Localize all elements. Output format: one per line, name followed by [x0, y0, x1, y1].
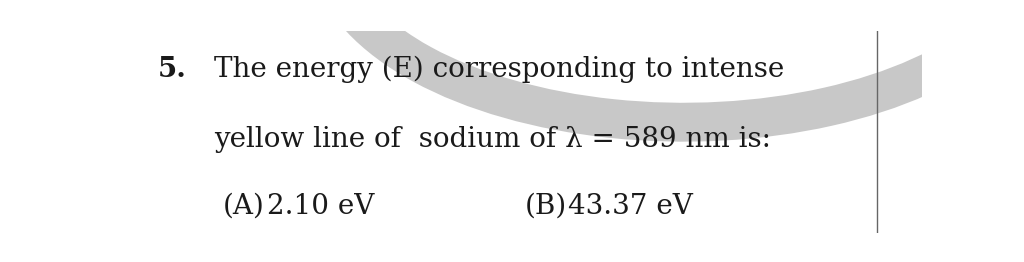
- Text: 5.: 5.: [158, 56, 187, 83]
- Text: The energy (E) corresponding to intense: The energy (E) corresponding to intense: [214, 56, 784, 83]
- Text: yellow line of  sodium of λ = 589 nm is:: yellow line of sodium of λ = 589 nm is:: [214, 126, 771, 153]
- Text: (B): (B): [524, 193, 567, 220]
- Text: 43.37 eV: 43.37 eV: [568, 193, 693, 220]
- Text: (A): (A): [223, 193, 265, 220]
- Text: 2.10 eV: 2.10 eV: [267, 193, 374, 220]
